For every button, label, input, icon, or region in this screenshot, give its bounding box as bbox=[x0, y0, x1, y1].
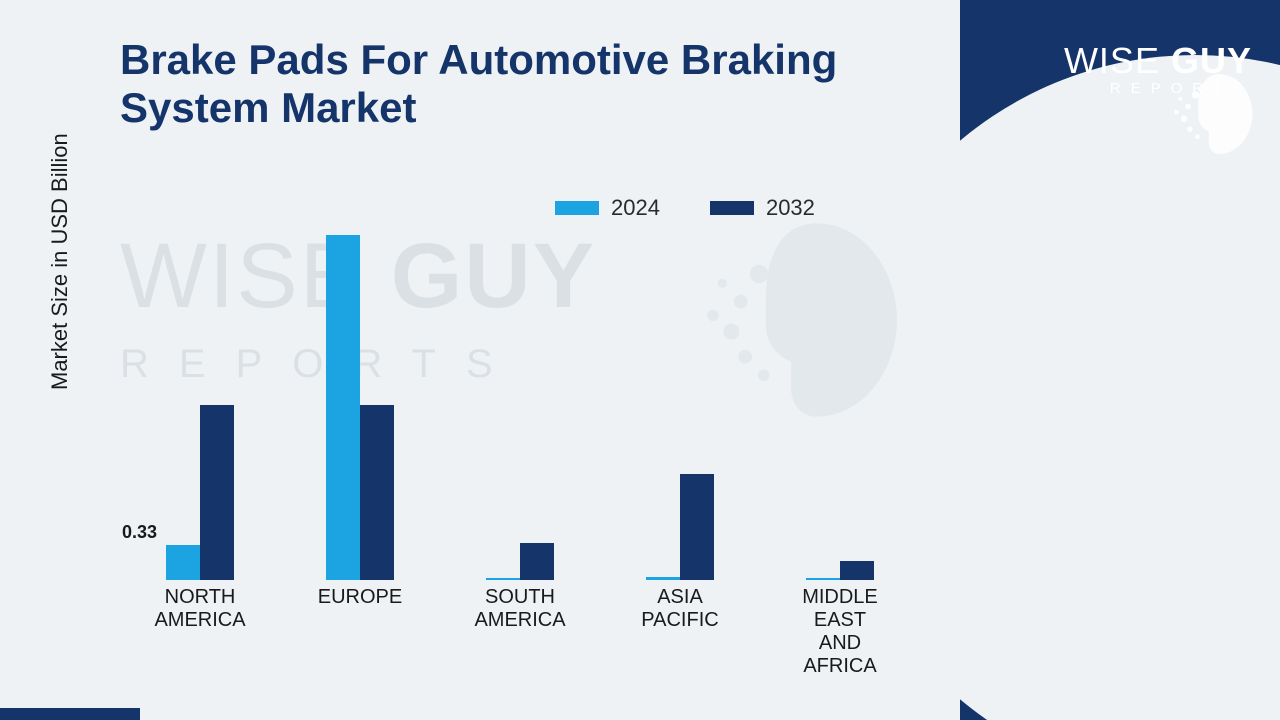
bar bbox=[200, 405, 234, 580]
brand-logo: WISE GUY REPORTS bbox=[1064, 40, 1252, 97]
bar bbox=[360, 405, 394, 580]
bar-value-label: 0.33 bbox=[122, 522, 157, 543]
footer-accent-bar bbox=[0, 708, 140, 720]
x-axis-label: EUROPE bbox=[300, 586, 420, 678]
bar bbox=[486, 578, 520, 580]
chart-title: Brake Pads For Automotive Braking System… bbox=[120, 36, 840, 133]
legend-label: 2032 bbox=[766, 195, 815, 221]
bar-group: 0.33 bbox=[140, 405, 260, 580]
legend-item: 2032 bbox=[710, 195, 815, 221]
logo-text-1: WISE bbox=[1064, 40, 1160, 81]
bar bbox=[806, 578, 840, 580]
bar-group bbox=[460, 543, 580, 580]
legend-swatch bbox=[555, 201, 599, 215]
x-axis-label: SOUTHAMERICA bbox=[460, 586, 580, 678]
bar bbox=[840, 561, 874, 580]
legend-swatch bbox=[710, 201, 754, 215]
logo-head-icon bbox=[1167, 64, 1262, 164]
bar bbox=[326, 235, 360, 580]
plot-area: 0.33 bbox=[120, 230, 920, 580]
legend: 2024 2032 bbox=[555, 195, 815, 221]
legend-item: 2024 bbox=[555, 195, 660, 221]
bar-group bbox=[620, 474, 740, 580]
bar-group bbox=[780, 561, 900, 580]
bar-group bbox=[300, 235, 420, 580]
bar bbox=[520, 543, 554, 580]
bar-groups: 0.33 bbox=[120, 230, 920, 580]
x-axis-label: NORTHAMERICA bbox=[140, 586, 260, 678]
bar bbox=[646, 577, 680, 580]
x-axis-label: MIDDLEEASTANDAFRICA bbox=[780, 586, 900, 678]
chart-canvas: WISE GUY REPORTS Brake Pads For Automoti… bbox=[0, 0, 1280, 720]
bar bbox=[166, 545, 200, 580]
x-axis-labels: NORTHAMERICA EUROPE SOUTHAMERICA ASIAPACIFI… bbox=[120, 586, 920, 678]
y-axis-label: Market Size in USD Billion bbox=[47, 133, 73, 390]
legend-label: 2024 bbox=[611, 195, 660, 221]
bar bbox=[680, 474, 714, 580]
x-axis-label: ASIAPACIFIC bbox=[620, 586, 740, 678]
